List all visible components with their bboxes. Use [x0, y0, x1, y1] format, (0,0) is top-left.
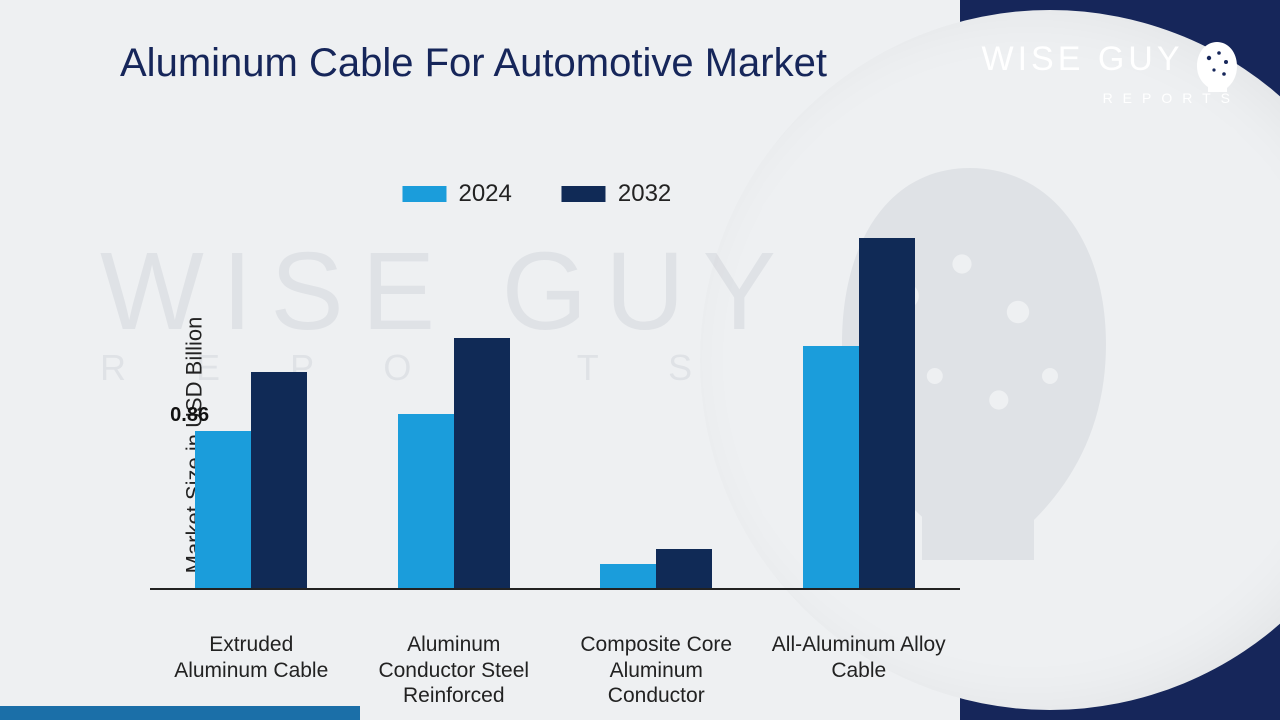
chart-container: Market Size in USD Billion 2024 2032 0.8…: [60, 180, 960, 710]
plot-area: 0.86 Extruded A: [150, 220, 960, 590]
x-axis-labels: Extruded Aluminum Cable Aluminum Conduct…: [150, 632, 960, 708]
legend-swatch-2032: [562, 186, 606, 202]
chart-legend: 2024 2032: [402, 180, 671, 208]
x-label-3: All-Aluminum Alloy Cable: [770, 632, 948, 708]
bar-2032-0: [251, 372, 307, 590]
bar-2032-1: [454, 338, 510, 590]
legend-swatch-2024: [402, 186, 446, 202]
x-label-1: Aluminum Conductor Steel Reinforced: [365, 632, 543, 708]
bar-2024-2: [600, 564, 656, 590]
logo-head-icon: [1194, 40, 1240, 92]
bar-group-0: 0.86: [162, 372, 340, 590]
x-axis-baseline: [150, 588, 960, 590]
page-root: WISE GUY R E P O R T S WISE GUY REPORTS …: [0, 0, 1280, 720]
bar-2032-3: [859, 238, 915, 590]
logo-line1: WISE GUY: [982, 40, 1184, 78]
right-brand-panel: [960, 0, 1280, 720]
value-label-0: 0.86: [170, 404, 209, 427]
logo-line2: REPORTS: [982, 90, 1240, 106]
bar-2024-1: [398, 414, 454, 590]
bar-2024-3: [803, 346, 859, 590]
legend-label-2024: 2024: [458, 180, 511, 208]
bar-group-2: [567, 549, 745, 590]
bar-group-3: [770, 238, 948, 590]
brand-logo: WISE GUY REPORTS: [982, 40, 1240, 106]
bar-group-1: [365, 338, 543, 590]
x-label-0: Extruded Aluminum Cable: [162, 632, 340, 708]
chart-title: Aluminum Cable For Automotive Market: [120, 40, 840, 86]
bar-2024-0: [195, 431, 251, 590]
x-label-2: Composite Core Aluminum Conductor: [567, 632, 745, 708]
bottom-accent-bar: [0, 706, 360, 720]
legend-item-2032: 2032: [562, 180, 671, 208]
bar-groups: 0.86: [150, 220, 960, 590]
legend-label-2032: 2032: [618, 180, 671, 208]
legend-item-2024: 2024: [402, 180, 511, 208]
bar-2032-2: [656, 549, 712, 590]
